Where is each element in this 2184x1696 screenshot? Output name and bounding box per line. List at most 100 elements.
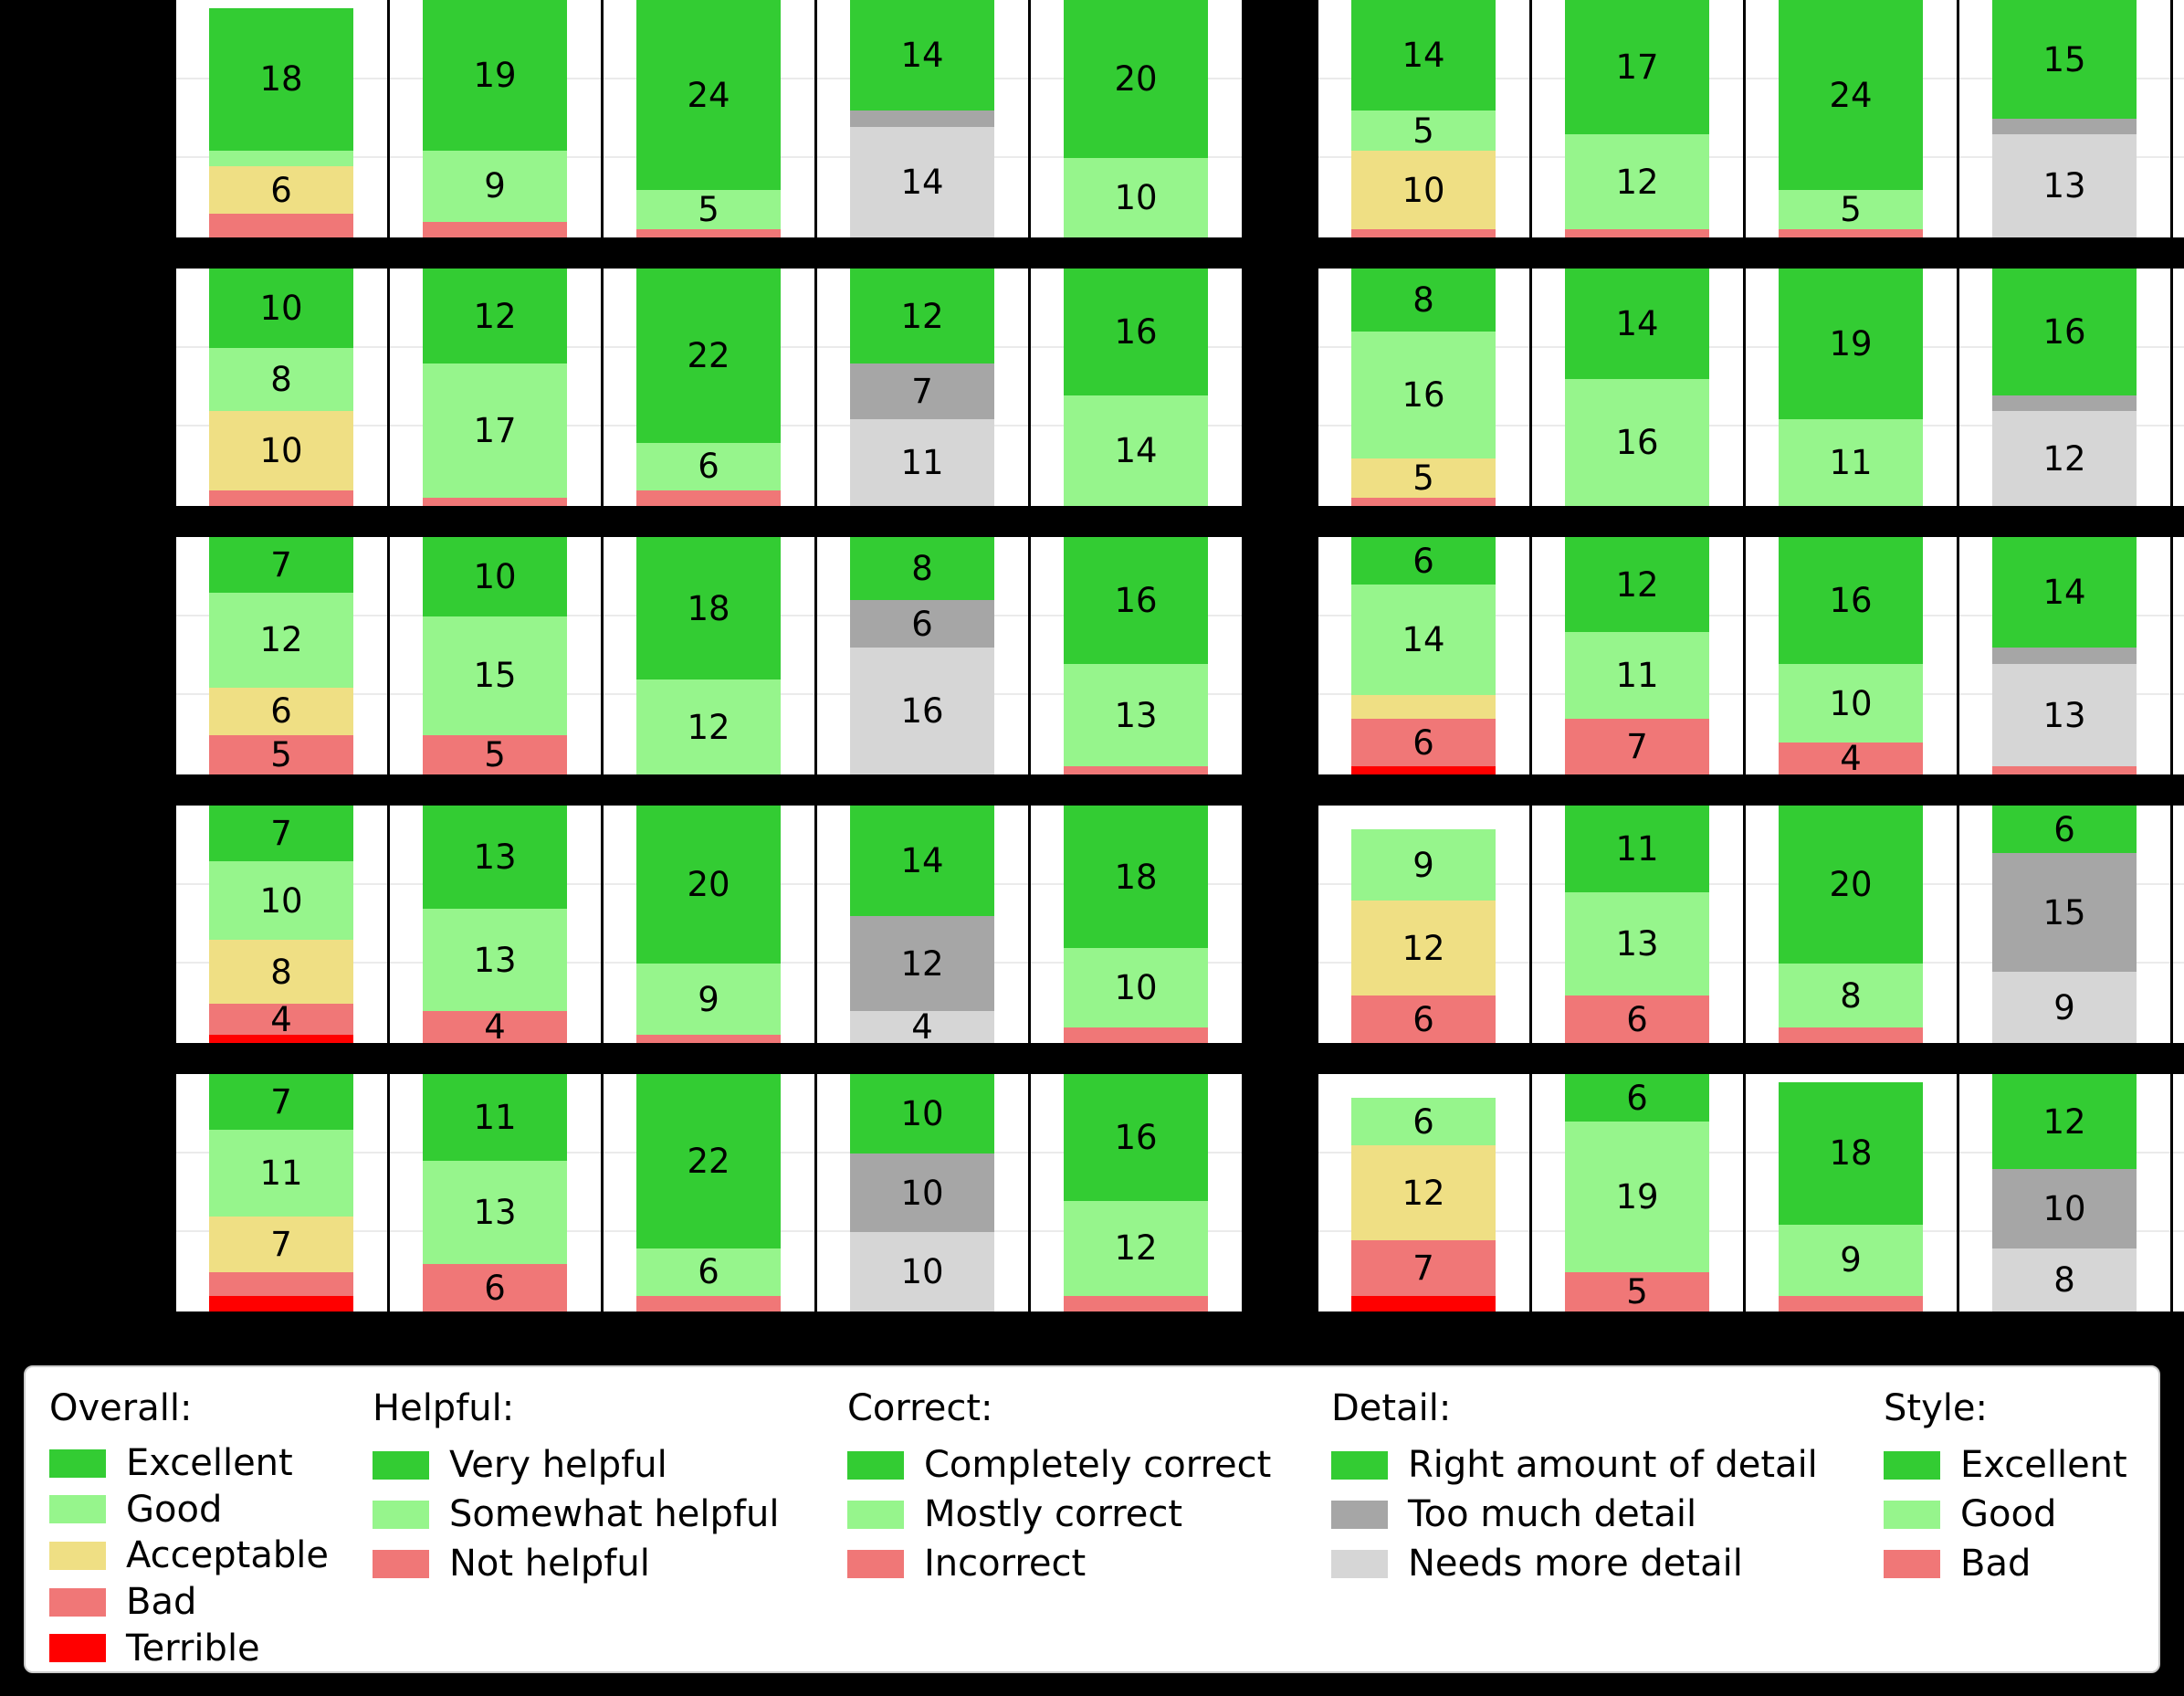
bar-panel-correct: 18 12 [604,537,814,774]
bar-segment-bad [636,490,781,506]
panel-group-left: 7 10 8 4 13 13 4 20 9 14 12 4 18 10 [176,806,1242,1074]
bar-panel-overall: 8 16 5 [1318,269,1529,506]
bar-segment-good [209,150,353,166]
bar-segment-value: 12 [2042,1101,2086,1142]
bar-panel-detail: 14 12 4 [817,806,1028,1043]
legend-entry[interactable]: Bad [1884,1539,2127,1588]
bar-panel-correct: 24 5 [604,0,814,237]
bar-segment-bad [1779,1027,1923,1043]
legend-column-style: Style: Excellent Good Bad [1884,1387,2127,1588]
bar-segment-good: 11 [209,1129,353,1217]
bar-segment-bad [1992,766,2137,774]
bar-segment-bad [1779,1295,1923,1312]
bar-segment-good: 13 [1565,892,1709,995]
stacked-bar: 11 13 6 [423,1074,567,1312]
legend-entry[interactable]: Right amount of detail [1331,1440,1818,1490]
bar-segment-value: 4 [911,1007,933,1043]
legend-entry[interactable]: Good [49,1487,329,1533]
bar-panel-style: 1811 [2173,0,2184,237]
legend-entry[interactable]: Mostly correct [847,1490,1271,1539]
legend-entry[interactable]: Very helpful [373,1440,779,1490]
bar-segment-value: 19 [473,55,517,95]
bar-segment-value: 12 [1402,928,1445,968]
bar-segment-value: 13 [473,837,517,877]
bar-segment-acceptable: 12 [1351,1145,1496,1241]
bar-segment-needs-more-detail: 4 [850,1007,994,1043]
bar-segment-bad [1779,229,1923,237]
legend-entry[interactable]: Terrible [49,1625,329,1671]
bar-segment-good: 10 [1779,663,1923,743]
bar-segment-excellent: 14 [1992,537,2137,648]
legend-label: Bad [126,1581,197,1624]
legend-column-title: Style: [1884,1387,1988,1429]
bar-segment-acceptable: 7 [209,1217,353,1272]
bar-segment-value: 12 [1615,162,1659,202]
bar-segment-value: 24 [1829,75,1873,115]
legend-label: Good [1960,1493,2057,1535]
bar-segment-value: 8 [1840,975,1862,1016]
stacked-bar: 7 11 7 [209,1074,353,1312]
bar-segment-excellent: 8 [850,537,994,601]
bar-segment-good: 10 [1064,158,1208,237]
bar-panel-overall: 7 12 6 5 [176,537,387,774]
legend-column-title: Helpful: [373,1387,515,1429]
legend-entry[interactable]: Too much detail [1331,1490,1818,1539]
bar-panel-detail: 10 10 10 [817,1074,1028,1312]
bar-segment-value: 11 [900,442,944,482]
legend-entry[interactable]: Bad [49,1579,329,1626]
stacked-bar: 24 5 [1779,0,1923,237]
bar-segment-bad: 6 [1351,719,1496,767]
stacked-bar: 13 13 4 [423,806,567,1043]
bar-segment-good: 10 [209,860,353,941]
stacked-bar: 14 13 [1992,537,2137,774]
bar-segment-value: 10 [1114,178,1158,218]
bar-segment-value: 10 [900,1173,944,1213]
stacked-bar: 8 16 5 [1351,269,1496,506]
bar-segment-bad [1351,498,1496,506]
bar-segment-value: 10 [259,430,303,470]
bar-segment-value: 9 [1840,1240,1862,1280]
legend-swatch-bad-icon [49,1587,106,1617]
legend-entry[interactable]: Incorrect [847,1539,1271,1588]
legend-label: Needs more detail [1408,1543,1743,1585]
bar-segment-good: 9 [1779,1224,1923,1296]
bar-segment-excellent: 14 [850,0,994,111]
legend-entry[interactable]: Good [1884,1490,2127,1539]
bar-segment-acceptable: 10 [209,411,353,490]
legend-label: Mostly correct [924,1493,1183,1535]
bar-segment-value: 7 [1626,727,1648,767]
legend-column-title: Correct: [847,1387,993,1429]
legend-entry[interactable]: Needs more detail [1331,1539,1818,1588]
bar-segment-value: 12 [2042,438,2086,479]
bar-segment-excellent: 16 [1779,537,1923,664]
bar-segment-excellent: 20 [1064,0,1208,159]
bar-segment-value: 7 [270,813,292,853]
bar-panel-style: 18 10 [1031,806,1242,1043]
legend-entry[interactable]: Acceptable [49,1533,329,1579]
bar-segment-value: 13 [1615,924,1659,964]
bar-segment-value: 18 [1114,857,1158,897]
bar-segment-good: 9 [1351,829,1496,901]
bar-segment-excellent: 16 [1992,269,2137,395]
bar-segment-excellent: 16 [1064,269,1208,395]
legend-entry[interactable]: Completely correct [847,1440,1271,1490]
legend-entry[interactable]: Excellent [1884,1440,2127,1490]
stacked-bar: 20 8 [1779,806,1923,1043]
stacked-bar: 19 11 [1779,269,1923,506]
bar-segment-value: 10 [2042,1188,2086,1228]
bar-segment-value: 16 [900,691,944,732]
bar-segment-excellent: 17 [1565,0,1709,135]
stacked-bar: 6 12 7 [1351,1074,1496,1312]
bar-segment-value: 12 [687,707,730,747]
bar-panel-overall: 7 10 8 4 [176,806,387,1043]
legend-column-correct: Correct: Completely correct Mostly correct… [847,1387,1271,1588]
panel-group-left: 10 8 10 12 17 22 6 12 7 11 16 14 [176,269,1242,537]
bar-segment-excellent: 11 [423,1074,567,1162]
legend-entry[interactable]: Excellent [49,1440,329,1487]
bar-segment-excellent: 22 [636,1074,781,1248]
bar-segment-value: 20 [687,865,730,905]
legend-entry[interactable]: Not helpful [373,1539,779,1588]
legend-entry[interactable]: Somewhat helpful [373,1490,779,1539]
bar-panel-correct: 16 10 4 [1746,537,1957,774]
